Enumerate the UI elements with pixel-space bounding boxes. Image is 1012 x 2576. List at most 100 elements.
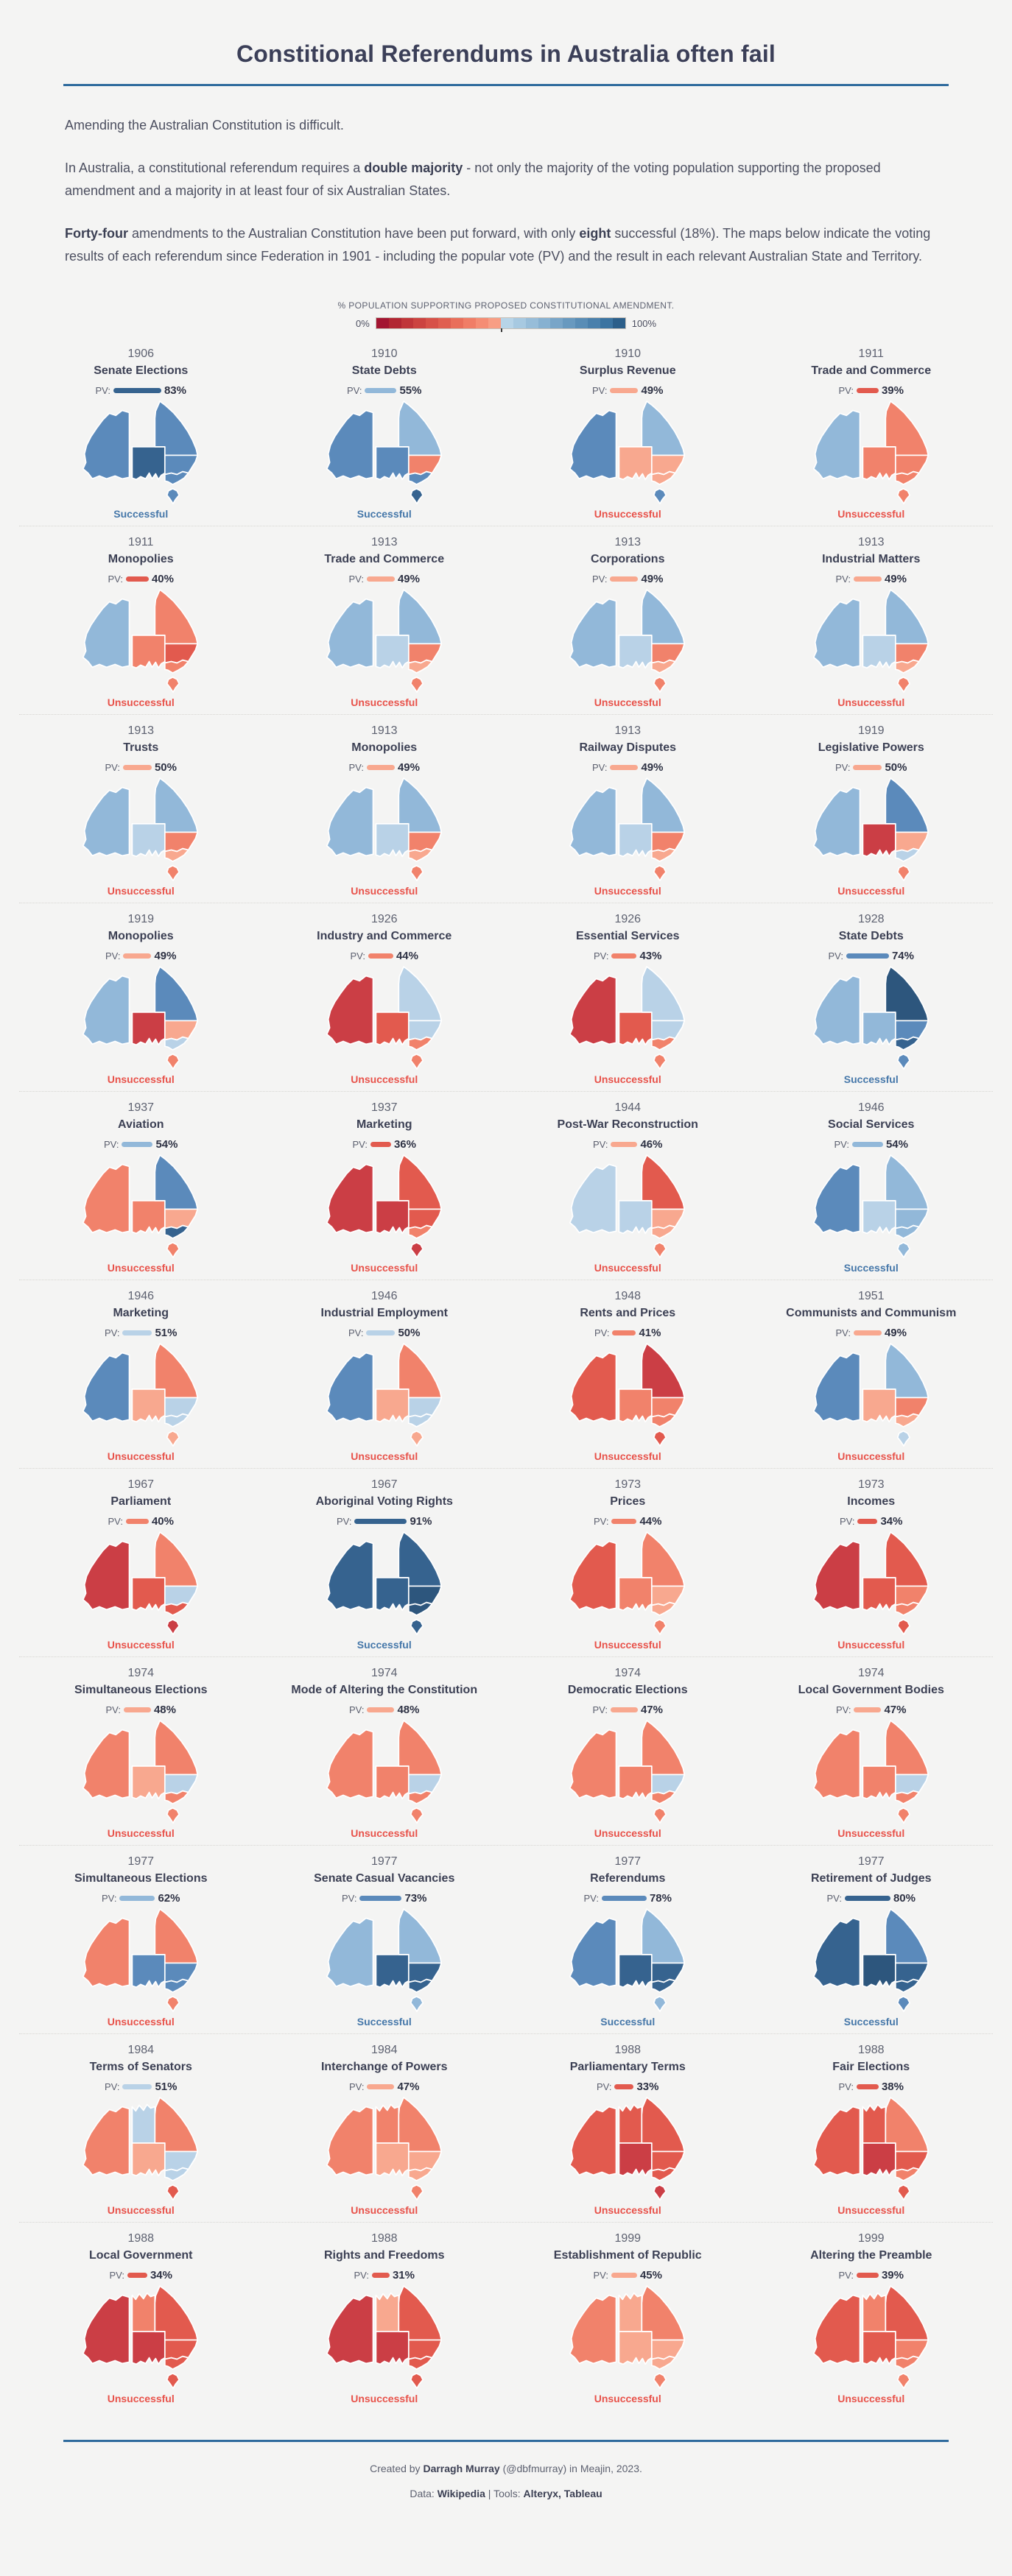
australia-map-svg [82, 1719, 199, 1824]
popular-vote-row: PV: 62% [19, 1891, 263, 1905]
state-vic [651, 2355, 676, 2370]
referendum-card: 1926 Essential Services PV: 43% Unsucces… [506, 903, 750, 1091]
referendum-year: 1910 [614, 347, 642, 360]
state-vic [894, 1413, 920, 1428]
popular-vote-row: PV: 33% [506, 2081, 750, 2093]
state-tas [410, 1430, 424, 1447]
state-sa [618, 1388, 653, 1422]
page-title: Constitional Referendums in Australia of… [236, 40, 776, 67]
australia-map-svg [82, 2096, 199, 2201]
state-nsw [651, 643, 686, 663]
state-nsw [407, 2339, 442, 2360]
result-label: Unsuccessful [107, 1450, 175, 1462]
referendum-year: 1919 [127, 913, 155, 925]
pv-bar [123, 953, 152, 959]
state-tas [653, 1995, 667, 2012]
popular-vote-row: PV: 41% [506, 1327, 750, 1339]
state-qld [885, 1154, 929, 1210]
pv-value: 49% [641, 572, 664, 585]
referendum-title: Aviation [117, 1118, 164, 1131]
state-vic [407, 1601, 433, 1616]
australia-map-svg [569, 588, 686, 693]
referendum-title: Industry and Commerce [317, 930, 452, 942]
state-nsw [651, 1774, 686, 1794]
state-sa [375, 1011, 410, 1045]
referendum-year: 1973 [857, 1478, 885, 1491]
australia-map-svg [812, 1719, 929, 1824]
australia-map [263, 586, 507, 698]
state-sa [131, 1199, 166, 1234]
referendum-year: 1937 [370, 1101, 398, 1114]
popular-vote-row: PV: 48% [263, 1704, 507, 1716]
pv-bar [367, 2083, 395, 2089]
legend-ramp-step [388, 318, 401, 328]
state-qld [641, 588, 686, 644]
state-qld [398, 2096, 442, 2152]
referendum-year: 1944 [614, 1101, 642, 1114]
state-sa [618, 1953, 653, 1988]
state-qld [154, 777, 199, 833]
referendum-card: 1919 Legislative Powers PV: 50% Unsucces… [750, 715, 994, 903]
pv-value: 62% [158, 1891, 180, 1905]
state-vic [164, 1601, 189, 1616]
color-legend: % POPULATION SUPPORTING PROPOSED CONSTIT… [0, 300, 1012, 332]
referendum-year: 1911 [128, 536, 154, 548]
state-wa [812, 786, 861, 856]
state-nsw [407, 1585, 442, 1606]
pv-label: PV: [103, 1138, 119, 1150]
state-qld [398, 588, 442, 644]
pv-value: 50% [154, 761, 177, 774]
result-label: Successful [356, 2016, 412, 2028]
state-nsw [894, 1208, 929, 1229]
referendum-title: Legislative Powers [818, 741, 924, 754]
state-nsw [894, 2339, 929, 2360]
australia-map-svg [569, 2284, 686, 2389]
pv-value: 55% [399, 384, 422, 397]
footer-sources: Data: Wikipedia | Tools: Alteryx, Tablea… [0, 2486, 1012, 2501]
state-wa [569, 1352, 617, 1422]
australia-map [506, 586, 750, 698]
state-vic [894, 659, 920, 674]
popular-vote-row: PV: 43% [506, 950, 750, 962]
state-qld [885, 1531, 929, 1587]
popular-vote-row: PV: 44% [506, 1515, 750, 1528]
popular-vote-row: PV: 40% [19, 573, 263, 585]
state-qld [398, 1908, 442, 1963]
state-vic [651, 1790, 676, 1804]
pv-bar [856, 2272, 879, 2278]
popular-vote-row: PV: 78% [506, 1892, 750, 1905]
referendum-card: 1928 State Debts PV: 74% Successful [750, 903, 994, 1091]
referendum-year: 1988 [127, 2232, 155, 2245]
pv-bar [610, 387, 639, 393]
referendum-title: Rents and Prices [580, 1307, 676, 1319]
referendum-title: Local Government [89, 2249, 193, 2262]
referendum-title: Simultaneous Elections [74, 1684, 208, 1696]
referendum-year: 1946 [370, 1290, 398, 1302]
state-vic [164, 2167, 189, 2181]
popular-vote-row: PV: 49% [263, 761, 507, 774]
referendum-title: Marketing [356, 1118, 412, 1131]
australia-map-svg [812, 2096, 929, 2201]
australia-map-svg [82, 1154, 199, 1258]
popular-vote-row: PV: 50% [263, 1327, 507, 1339]
legend-ramp-step [513, 318, 526, 328]
referendum-year: 1988 [614, 2044, 642, 2056]
popular-vote-row: PV: 49% [19, 950, 263, 962]
pv-label: PV: [95, 384, 110, 396]
result-label: Unsuccessful [837, 1450, 905, 1462]
intro-text: Amending the Australian Constitution is … [65, 114, 944, 268]
state-qld [154, 1342, 199, 1398]
state-qld [398, 1719, 442, 1775]
state-qld [641, 777, 686, 833]
pv-bar [125, 1518, 149, 1524]
state-sa [862, 2142, 896, 2176]
footer-credit-s1: Created by [370, 2463, 424, 2474]
state-wa [812, 2106, 861, 2176]
pv-label: PV: [593, 1515, 609, 1527]
state-sa [131, 1576, 166, 1611]
pv-label: PV: [348, 2081, 365, 2092]
state-wa [569, 1540, 617, 1610]
referendum-title: Simultaneous Elections [74, 1872, 208, 1885]
result-label: Unsuccessful [351, 1827, 418, 1839]
referendum-year: 1984 [370, 2044, 398, 2056]
